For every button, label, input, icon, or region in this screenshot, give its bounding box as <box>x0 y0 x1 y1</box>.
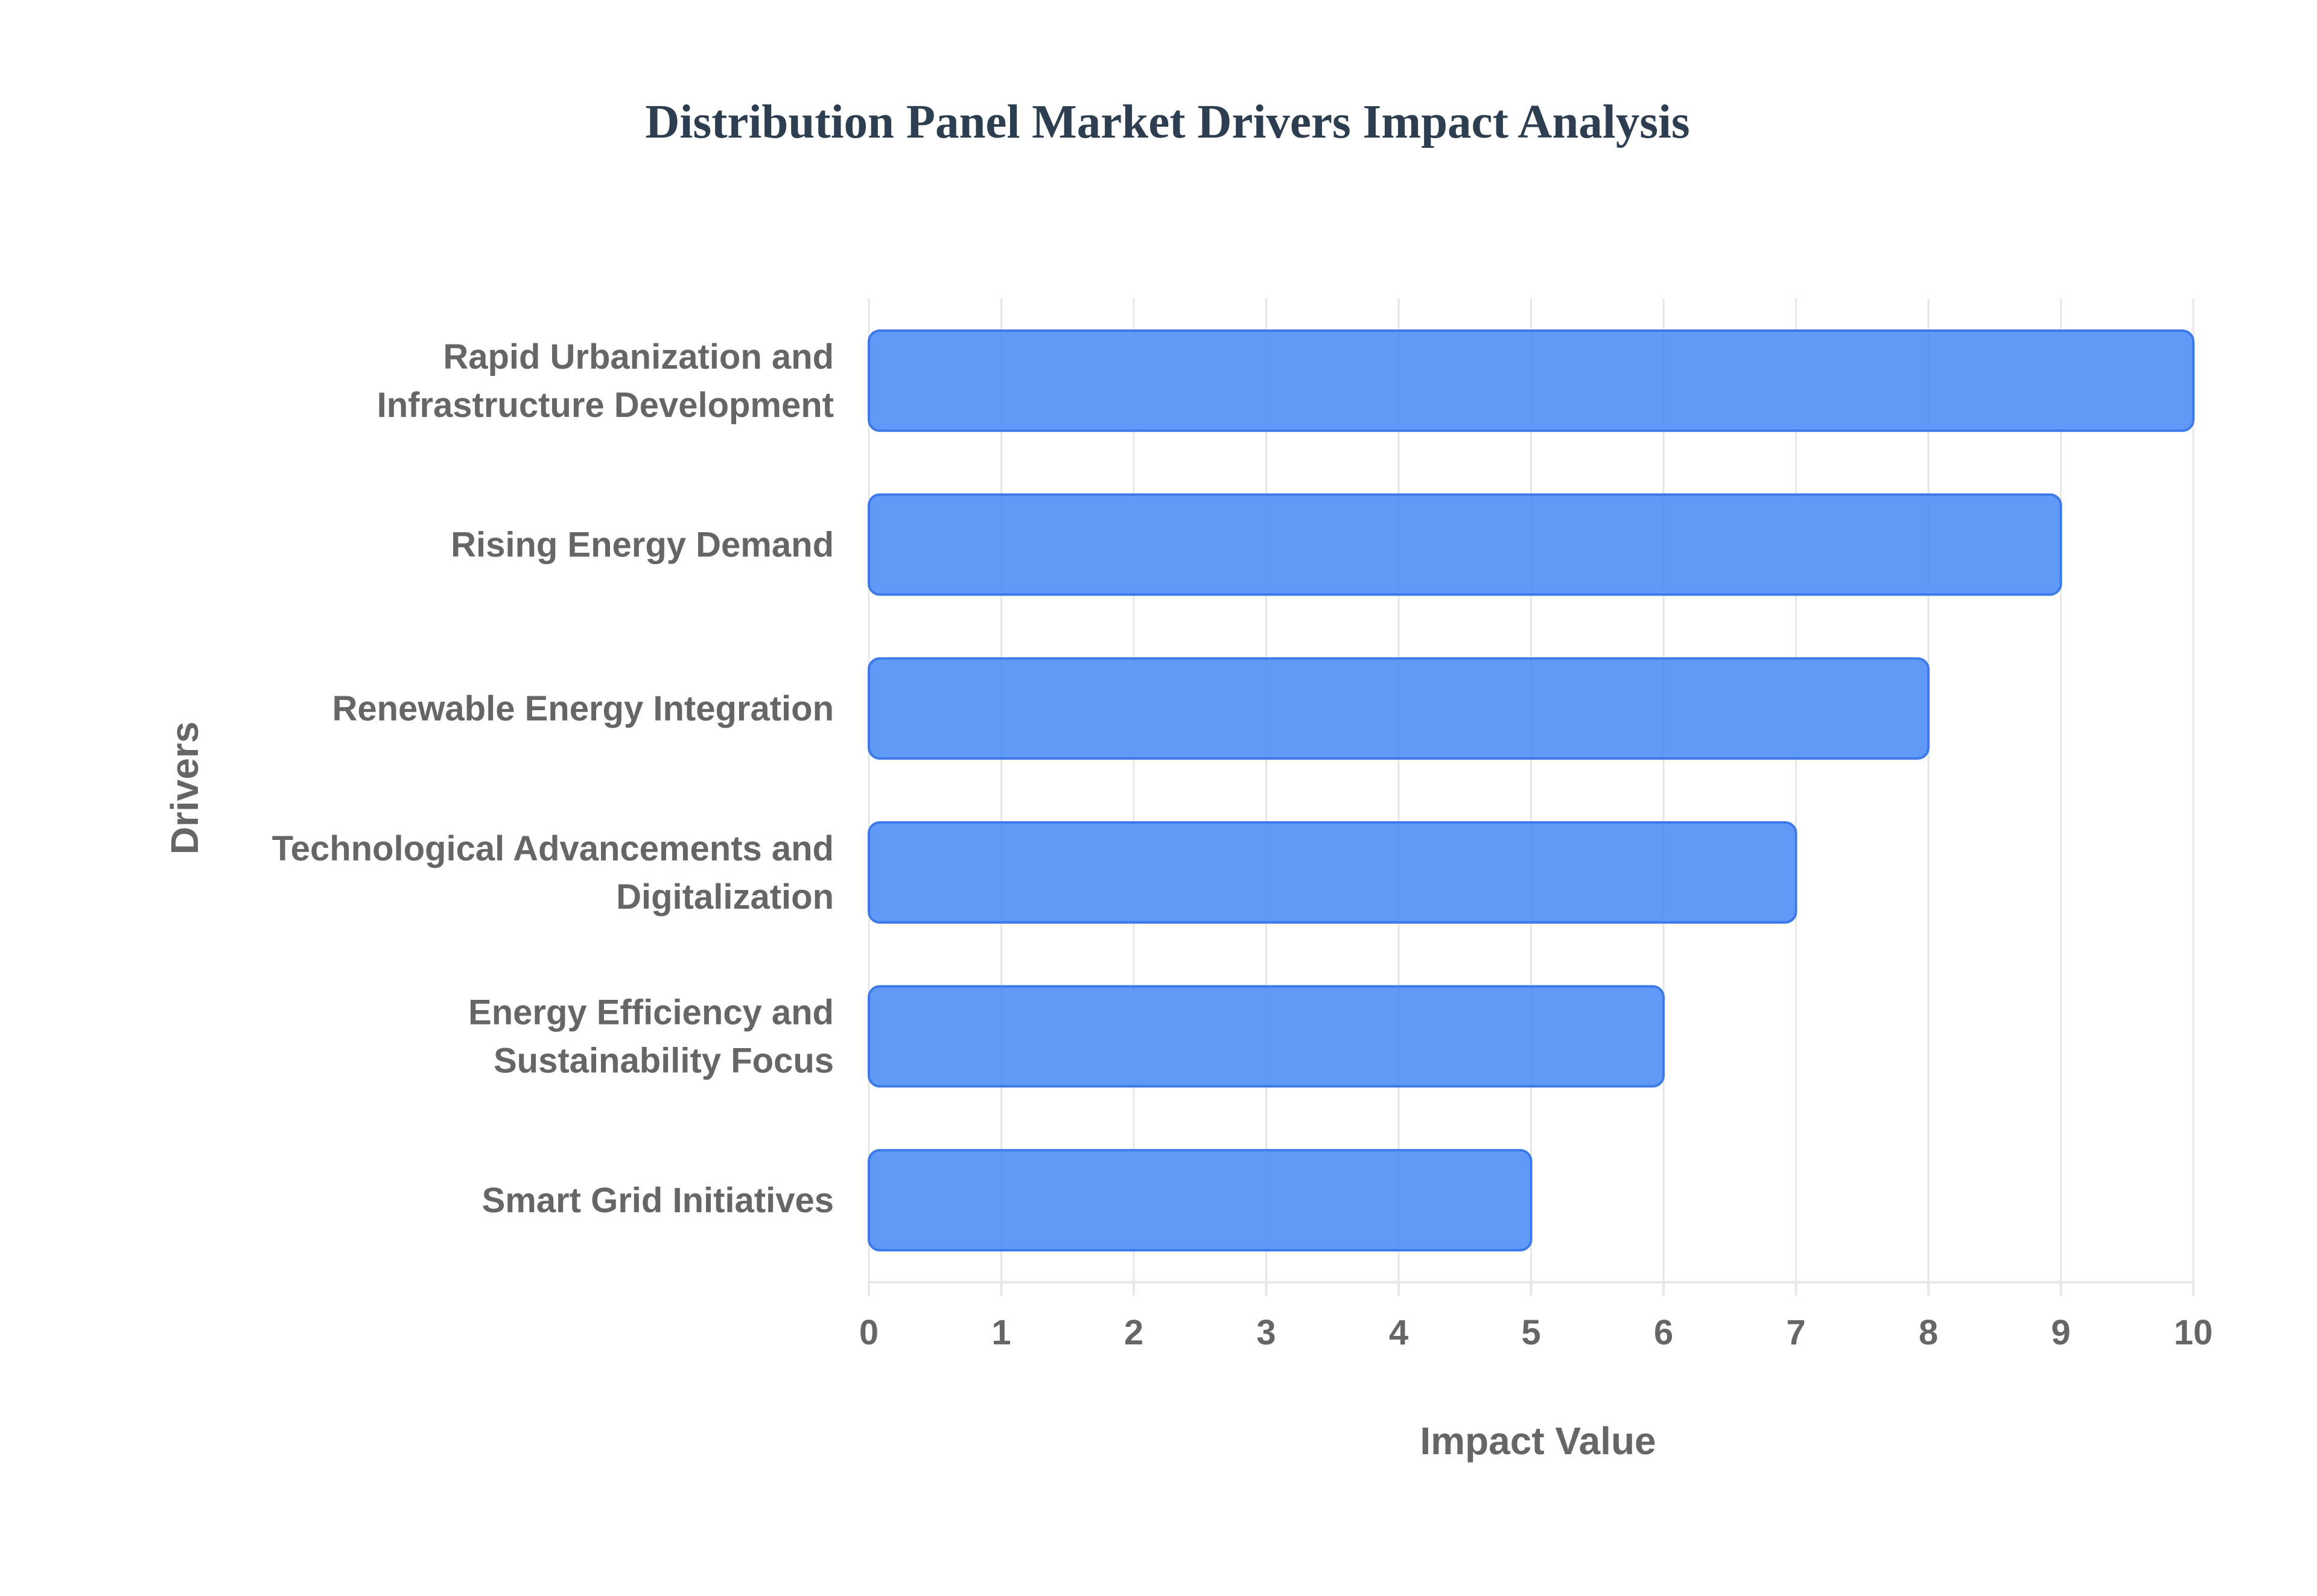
y-tick-labels: Rapid Urbanization and Infrastructure Dev… <box>272 337 834 1220</box>
category-label: Renewable Energy Integration <box>332 689 834 728</box>
category-label-line: Sustainability Focus <box>494 1041 834 1081</box>
x-tick-label: 4 <box>1389 1313 1408 1352</box>
bars <box>868 329 2195 1252</box>
x-tick-label: 7 <box>1786 1313 1805 1352</box>
category-label-line: Smart Grid Initiatives <box>482 1181 834 1220</box>
category-label: Rapid Urbanization and Infrastructure Dev… <box>377 337 834 425</box>
category-label: Smart Grid Initiatives <box>482 1181 834 1220</box>
x-tick-label: 6 <box>1654 1313 1673 1352</box>
category-label-line: Rapid Urbanization and <box>443 337 834 377</box>
category-label-line: Renewable Energy Integration <box>332 689 834 728</box>
x-tick-label: 1 <box>991 1313 1011 1352</box>
x-axis-title: Impact Value <box>1420 1419 1656 1463</box>
category-label: Energy Efficiency and Sustainability Focu… <box>468 993 834 1081</box>
category-label-line: Rising Energy Demand <box>451 526 834 565</box>
x-tick-labels: 0 1 2 3 4 5 6 7 8 9 10 <box>859 1313 2213 1352</box>
bar <box>868 1149 1533 1252</box>
x-tick-label: 3 <box>1256 1313 1276 1352</box>
category-label-line: Energy Efficiency and <box>468 993 834 1032</box>
x-tick-label: 0 <box>859 1313 879 1352</box>
grid-lines <box>868 299 2195 1282</box>
category-label-line: Technological Advancements and <box>272 829 834 868</box>
bar <box>868 329 2195 432</box>
chart-title: Distribution Panel Market Drivers Impact… <box>645 96 1689 148</box>
x-tick-label: 2 <box>1124 1313 1143 1352</box>
x-tick-label: 5 <box>1521 1313 1540 1352</box>
bar <box>868 493 2062 596</box>
y-axis-title: Drivers <box>163 722 206 855</box>
category-label-line: Digitalization <box>616 877 834 917</box>
category-label: Rising Energy Demand <box>451 526 834 565</box>
x-axis <box>868 1281 2195 1296</box>
x-tick-label: 8 <box>1919 1313 1938 1352</box>
x-tick-label: 10 <box>2174 1313 2213 1352</box>
bar <box>868 821 1797 924</box>
category-label: Technological Advancements and Digitaliza… <box>272 829 834 917</box>
bar <box>868 985 1665 1088</box>
x-tick-label: 9 <box>2051 1313 2070 1352</box>
category-label-line: Infrastructure Development <box>377 386 834 425</box>
bar <box>868 657 1930 760</box>
